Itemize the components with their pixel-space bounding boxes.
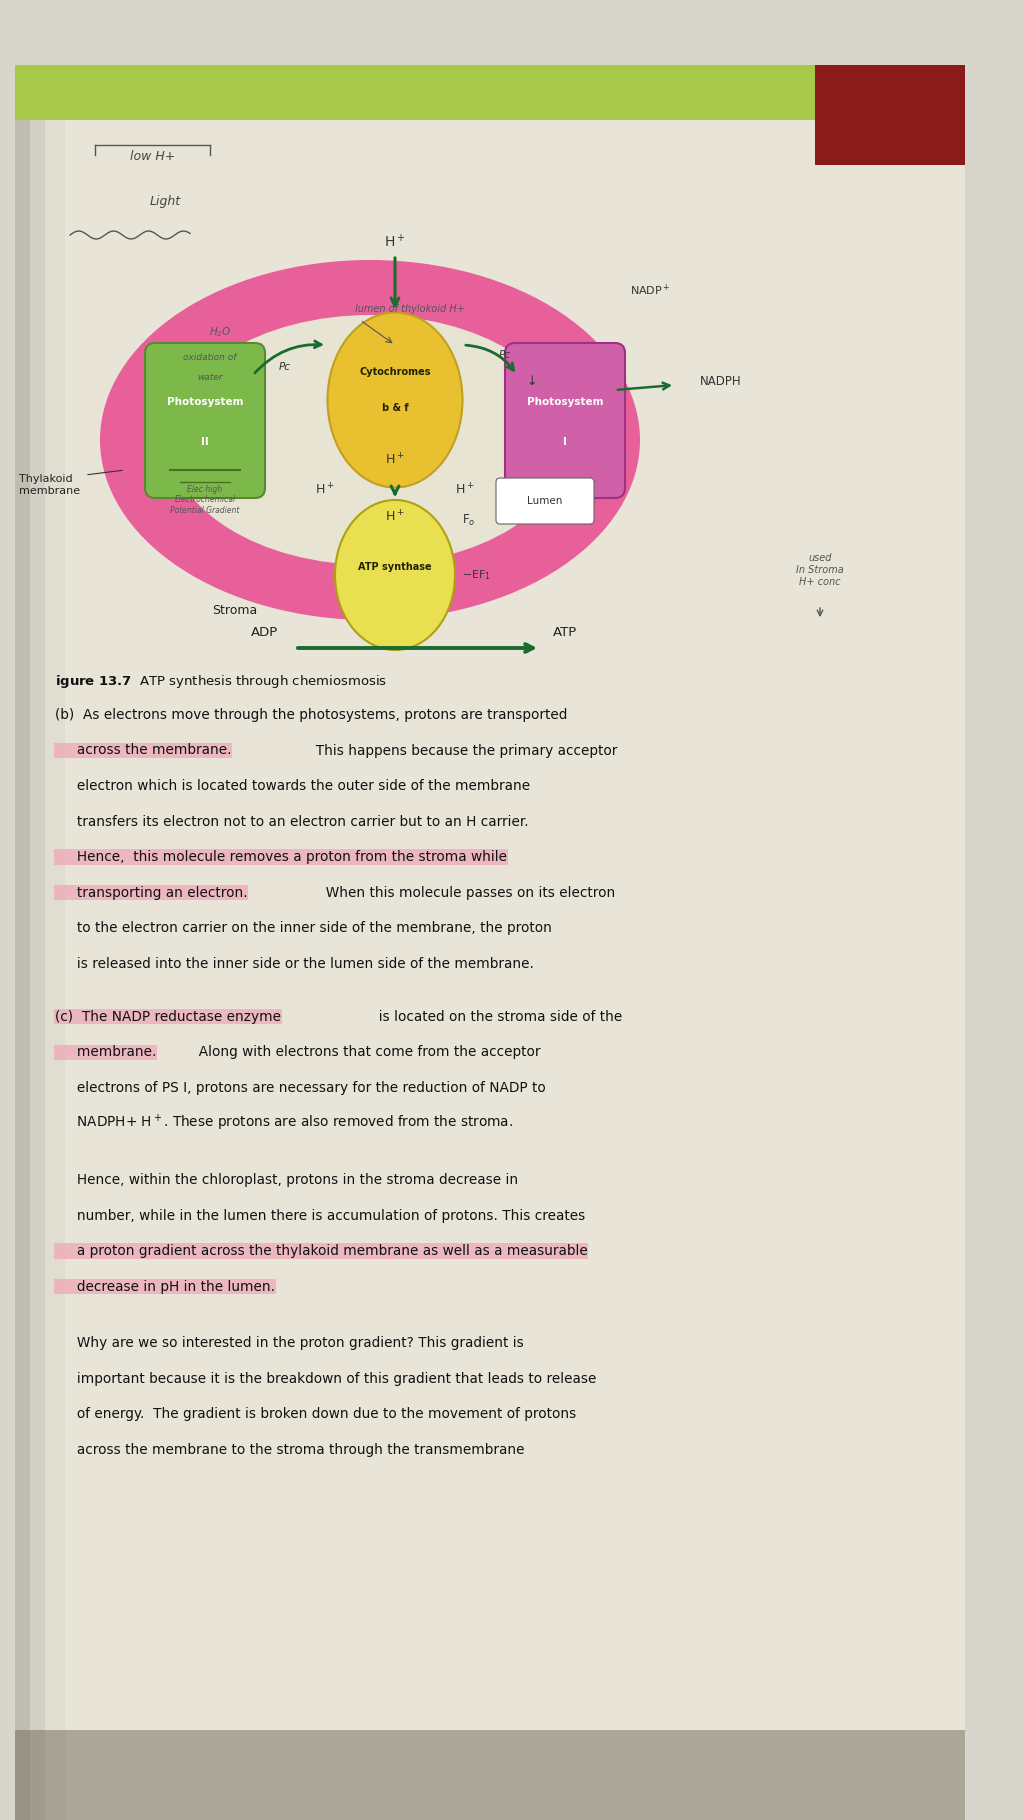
FancyBboxPatch shape bbox=[15, 66, 965, 120]
Text: (c)  The NADP reductase enzyme: (c) The NADP reductase enzyme bbox=[55, 1010, 281, 1025]
FancyBboxPatch shape bbox=[496, 479, 594, 524]
Text: low H+: low H+ bbox=[130, 149, 175, 164]
FancyBboxPatch shape bbox=[815, 66, 965, 166]
Text: H$^+$: H$^+$ bbox=[384, 233, 406, 251]
Text: $-$EF$_1$: $-$EF$_1$ bbox=[462, 568, 492, 582]
FancyBboxPatch shape bbox=[15, 66, 45, 1820]
Text: II: II bbox=[201, 437, 209, 448]
Text: oxidation of: oxidation of bbox=[183, 353, 237, 362]
Text: H$_2$O: H$_2$O bbox=[209, 326, 231, 339]
Text: Lumen: Lumen bbox=[527, 497, 562, 506]
Text: $\mathbf{igure\ 13.7}$  ATP synthesis through chemiosmosis: $\mathbf{igure\ 13.7}$ ATP synthesis thr… bbox=[55, 673, 387, 690]
Text: Why are we so interested in the proton gradient? This gradient is: Why are we so interested in the proton g… bbox=[55, 1336, 523, 1350]
Text: NADPH+ H$^+$. These protons are also removed from the stroma.: NADPH+ H$^+$. These protons are also rem… bbox=[55, 1114, 513, 1134]
Text: ATP: ATP bbox=[553, 626, 578, 639]
Text: a proton gradient across the thylakoid membrane as well as a measurable: a proton gradient across the thylakoid m… bbox=[55, 1245, 588, 1258]
Text: H$^+$: H$^+$ bbox=[385, 510, 404, 524]
Text: water: water bbox=[198, 373, 223, 382]
Text: Hence,  this molecule removes a proton from the stroma while: Hence, this molecule removes a proton fr… bbox=[55, 850, 507, 864]
Text: number, while in the lumen there is accumulation of protons. This creates: number, while in the lumen there is accu… bbox=[55, 1208, 586, 1223]
Text: When this molecule passes on its electron: When this molecule passes on its electro… bbox=[317, 886, 615, 899]
FancyBboxPatch shape bbox=[15, 66, 65, 1820]
Text: Photosystem: Photosystem bbox=[167, 397, 244, 408]
Text: Along with electrons that come from the acceptor: Along with electrons that come from the … bbox=[190, 1045, 541, 1059]
Text: of energy.  The gradient is broken down due to the movement of protons: of energy. The gradient is broken down d… bbox=[55, 1407, 577, 1421]
Text: This happens because the primary acceptor: This happens because the primary accepto… bbox=[307, 744, 617, 757]
Text: is released into the inner side or the lumen side of the membrane.: is released into the inner side or the l… bbox=[55, 957, 534, 970]
Text: H$^+$: H$^+$ bbox=[456, 482, 475, 499]
Ellipse shape bbox=[328, 313, 463, 488]
Text: I: I bbox=[563, 437, 567, 448]
Text: Stroma: Stroma bbox=[212, 604, 258, 617]
Text: b & f: b & f bbox=[382, 402, 409, 413]
Text: ATP synthase: ATP synthase bbox=[358, 562, 432, 571]
Text: decrease in pH in the lumen.: decrease in pH in the lumen. bbox=[55, 1279, 275, 1294]
Text: membrane.: membrane. bbox=[55, 1045, 157, 1059]
Ellipse shape bbox=[335, 501, 455, 650]
Text: used
In Stroma
H+ conc: used In Stroma H+ conc bbox=[796, 553, 844, 586]
FancyBboxPatch shape bbox=[15, 66, 965, 1820]
Text: NADPH: NADPH bbox=[700, 375, 741, 388]
Text: electrons of PS I, protons are necessary for the reduction of NADP to: electrons of PS I, protons are necessary… bbox=[55, 1081, 546, 1096]
Ellipse shape bbox=[100, 260, 640, 621]
Text: H$^+$: H$^+$ bbox=[385, 453, 404, 468]
Text: Thylakoid
membrane: Thylakoid membrane bbox=[19, 475, 81, 495]
Text: Pc: Pc bbox=[279, 362, 291, 371]
Text: Elec high
Electrochemical
Potential Gradient: Elec high Electrochemical Potential Grad… bbox=[170, 486, 240, 515]
Text: is located on the stroma side of the: is located on the stroma side of the bbox=[370, 1010, 623, 1025]
Text: ADP: ADP bbox=[251, 626, 279, 639]
FancyBboxPatch shape bbox=[505, 342, 625, 499]
Text: Pc: Pc bbox=[499, 349, 511, 360]
Text: across the membrane.: across the membrane. bbox=[55, 744, 231, 757]
Text: transfers its electron not to an electron carrier but to an H carrier.: transfers its electron not to an electro… bbox=[55, 815, 528, 828]
Text: Cytochromes: Cytochromes bbox=[359, 368, 431, 377]
Text: to the electron carrier on the inner side of the membrane, the proton: to the electron carrier on the inner sid… bbox=[55, 921, 552, 935]
FancyBboxPatch shape bbox=[15, 1731, 965, 1820]
Text: Hence, within the chloroplast, protons in the stroma decrease in: Hence, within the chloroplast, protons i… bbox=[55, 1174, 518, 1187]
Text: Photosystem: Photosystem bbox=[526, 397, 603, 408]
Text: Light: Light bbox=[150, 195, 181, 207]
Text: across the membrane to the stroma through the transmembrane: across the membrane to the stroma throug… bbox=[55, 1443, 524, 1456]
Text: NADP$^+$: NADP$^+$ bbox=[630, 282, 671, 298]
Ellipse shape bbox=[170, 315, 570, 564]
Text: important because it is the breakdown of this gradient that leads to release: important because it is the breakdown of… bbox=[55, 1372, 596, 1385]
Text: transporting an electron.: transporting an electron. bbox=[55, 886, 248, 899]
Text: lumen of thylokoid H+: lumen of thylokoid H+ bbox=[355, 304, 465, 315]
Text: H$^+$: H$^+$ bbox=[315, 482, 335, 499]
Text: electron which is located towards the outer side of the membrane: electron which is located towards the ou… bbox=[55, 779, 530, 794]
Text: $\downarrow$: $\downarrow$ bbox=[524, 373, 537, 388]
FancyBboxPatch shape bbox=[15, 66, 30, 1820]
Text: (b)  As electrons move through the photosystems, protons are transported: (b) As electrons move through the photos… bbox=[55, 708, 567, 723]
Text: F$_o$: F$_o$ bbox=[462, 513, 475, 528]
FancyBboxPatch shape bbox=[145, 342, 265, 499]
